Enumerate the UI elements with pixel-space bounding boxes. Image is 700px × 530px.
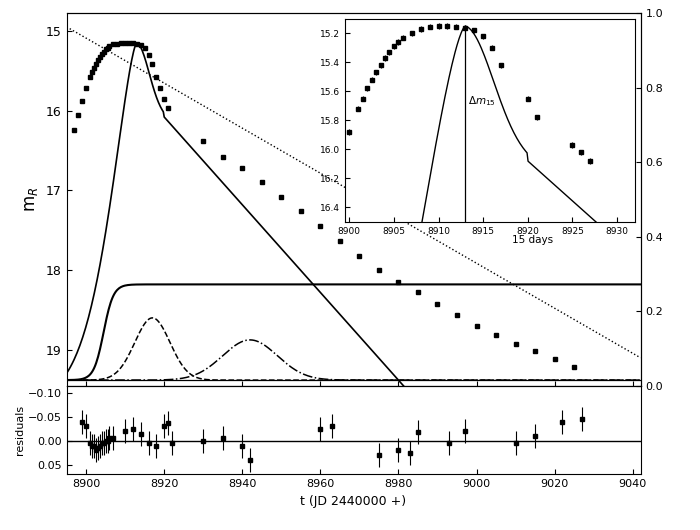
X-axis label: t (JD 2440000 +): t (JD 2440000 +) — [300, 495, 407, 508]
Y-axis label: residuals: residuals — [15, 405, 25, 455]
Y-axis label: m$_R$: m$_R$ — [22, 187, 40, 212]
